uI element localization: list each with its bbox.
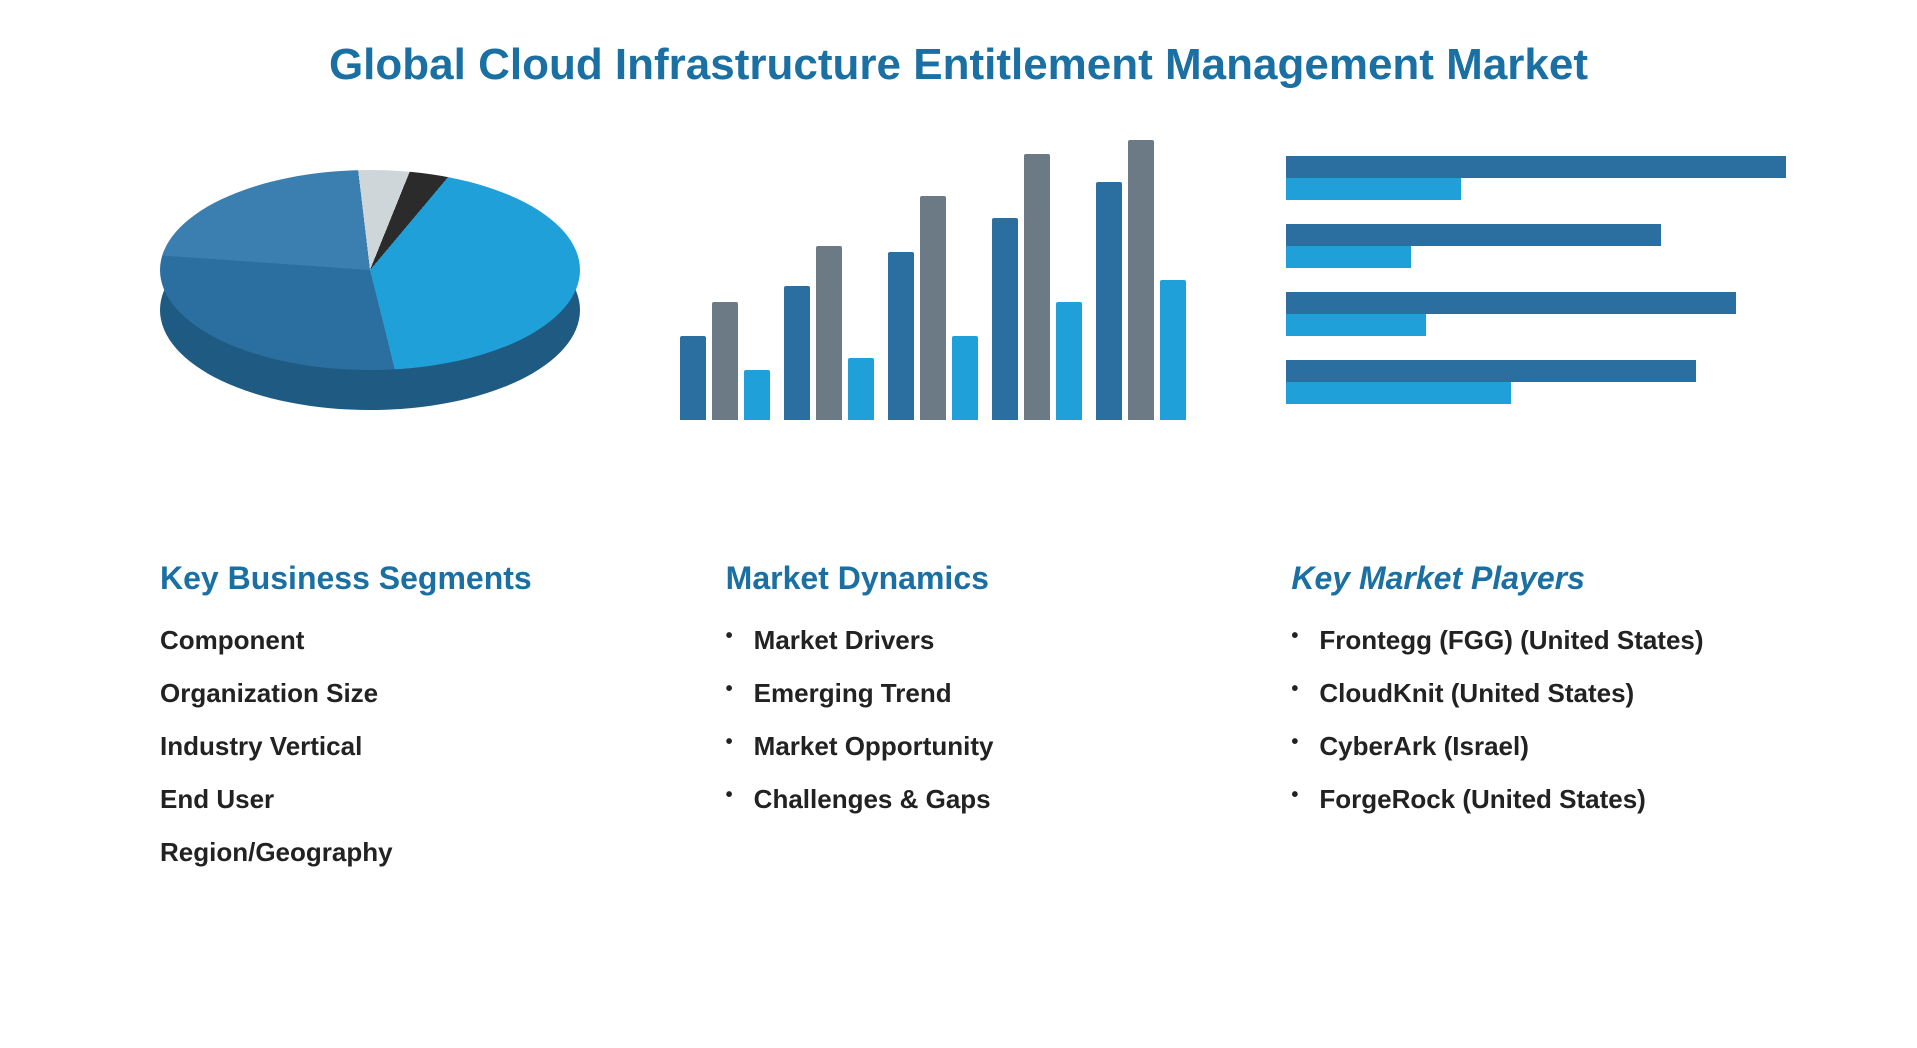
list-item: Component bbox=[160, 625, 626, 656]
bar bbox=[952, 336, 978, 420]
hbar-chart bbox=[1286, 156, 1786, 404]
hbar-fill bbox=[1286, 314, 1426, 336]
pie-chart bbox=[160, 160, 580, 400]
bar bbox=[888, 252, 914, 420]
bar bbox=[680, 336, 706, 420]
bar bbox=[816, 246, 842, 420]
hbar-fill bbox=[1286, 382, 1511, 404]
list-item: Frontegg (FGG) (United States) bbox=[1291, 625, 1757, 656]
bar bbox=[1096, 182, 1122, 420]
hbar-row bbox=[1286, 360, 1786, 404]
bar bbox=[992, 218, 1018, 420]
list-item: CloudKnit (United States) bbox=[1291, 678, 1757, 709]
segments-list: Component Organization Size Industry Verti… bbox=[160, 625, 626, 868]
text-columns: Key Business Segments Component Organizat… bbox=[120, 560, 1797, 890]
dynamics-heading: Market Dynamics bbox=[726, 560, 1192, 597]
players-heading: Key Market Players bbox=[1291, 560, 1757, 597]
hbar-track bbox=[1286, 360, 1696, 382]
bar bbox=[1024, 154, 1050, 420]
hbar-track bbox=[1286, 224, 1661, 246]
bar-group bbox=[1096, 140, 1186, 420]
col-players: Key Market Players Frontegg (FGG) (Unite… bbox=[1291, 560, 1757, 890]
bar bbox=[848, 358, 874, 420]
bar bbox=[1160, 280, 1186, 420]
page-title: Global Cloud Infrastructure Entitlement … bbox=[120, 40, 1797, 90]
bar bbox=[744, 370, 770, 420]
list-item: ForgeRock (United States) bbox=[1291, 784, 1757, 815]
bar-group bbox=[888, 196, 978, 420]
bar bbox=[1128, 140, 1154, 420]
hbar-fill bbox=[1286, 178, 1461, 200]
bar bbox=[920, 196, 946, 420]
bar bbox=[784, 286, 810, 420]
hbar-row bbox=[1286, 224, 1786, 268]
charts-row bbox=[120, 140, 1797, 420]
list-item: Emerging Trend bbox=[726, 678, 1192, 709]
col-dynamics: Market Dynamics Market Drivers Emerging T… bbox=[726, 560, 1192, 890]
list-item: End User bbox=[160, 784, 626, 815]
bar bbox=[1056, 302, 1082, 420]
hbar-track bbox=[1286, 292, 1736, 314]
list-item: CyberArk (Israel) bbox=[1291, 731, 1757, 762]
list-item: Challenges & Gaps bbox=[726, 784, 1192, 815]
bar-group bbox=[992, 154, 1082, 420]
hbar-row bbox=[1286, 292, 1786, 336]
bar-group bbox=[680, 302, 770, 420]
bar bbox=[712, 302, 738, 420]
hbar-track bbox=[1286, 156, 1786, 178]
players-list: Frontegg (FGG) (United States) CloudKnit … bbox=[1291, 625, 1757, 815]
hbar-fill bbox=[1286, 246, 1411, 268]
dynamics-list: Market Drivers Emerging Trend Market Oppor… bbox=[726, 625, 1192, 815]
list-item: Industry Vertical bbox=[160, 731, 626, 762]
list-item: Region/Geography bbox=[160, 837, 626, 868]
bar-chart bbox=[660, 140, 1206, 420]
hbar-row bbox=[1286, 156, 1786, 200]
col-segments: Key Business Segments Component Organizat… bbox=[160, 560, 626, 890]
list-item: Market Drivers bbox=[726, 625, 1192, 656]
segments-heading: Key Business Segments bbox=[160, 560, 626, 597]
list-item: Market Opportunity bbox=[726, 731, 1192, 762]
list-item: Organization Size bbox=[160, 678, 626, 709]
bar-group bbox=[784, 246, 874, 420]
